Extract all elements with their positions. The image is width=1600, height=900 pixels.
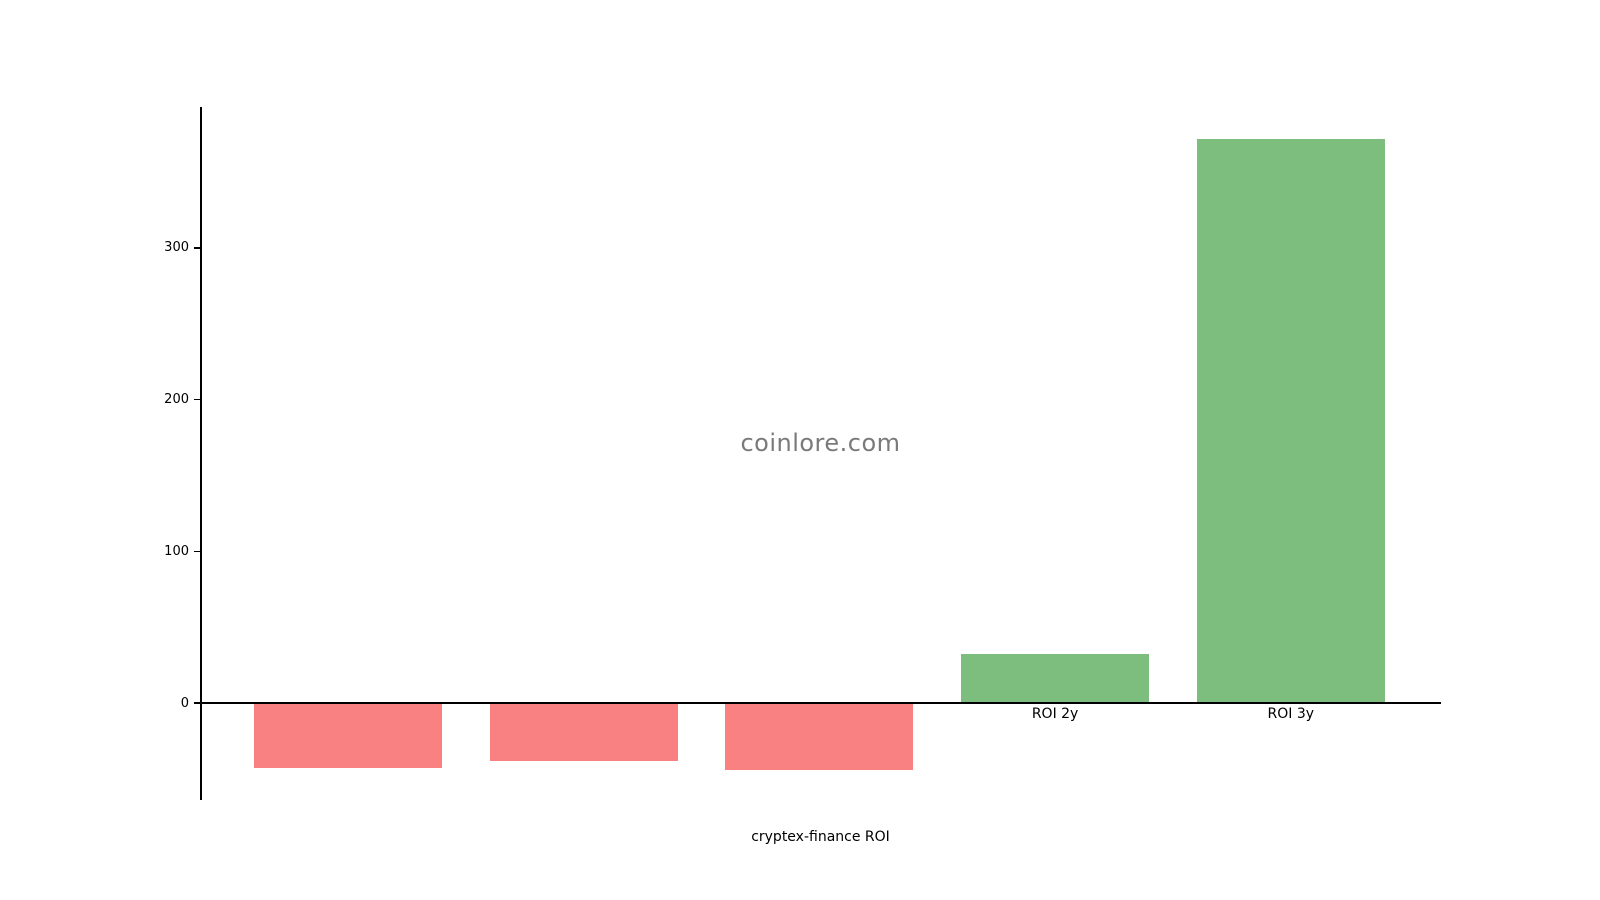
x-axis-zero-line [200,702,1441,704]
x-tick-label: ROI 2y [1031,705,1079,722]
bar-roi-3 [725,703,914,770]
watermark-text: coinlore.com [740,429,901,457]
y-tick-label: 300 [164,240,189,256]
bar-ROI 2y [961,654,1150,703]
y-tick-label: 200 [164,392,189,408]
y-tick-mark [194,247,200,249]
y-tick-mark [194,398,200,401]
bar-roi-1 [254,703,442,769]
chart-title: cryptex-finance ROI [751,829,890,845]
bar-roi-2 [489,703,678,761]
y-tick-mark [194,702,200,704]
bar-ROI 3y [1196,138,1385,703]
y-tick-label: 100 [164,543,189,559]
y-tick-mark [194,550,200,553]
y-tick-label: 0 [180,695,189,711]
x-tick-label: ROI 3y [1267,705,1315,722]
y-axis-spine [200,107,202,800]
